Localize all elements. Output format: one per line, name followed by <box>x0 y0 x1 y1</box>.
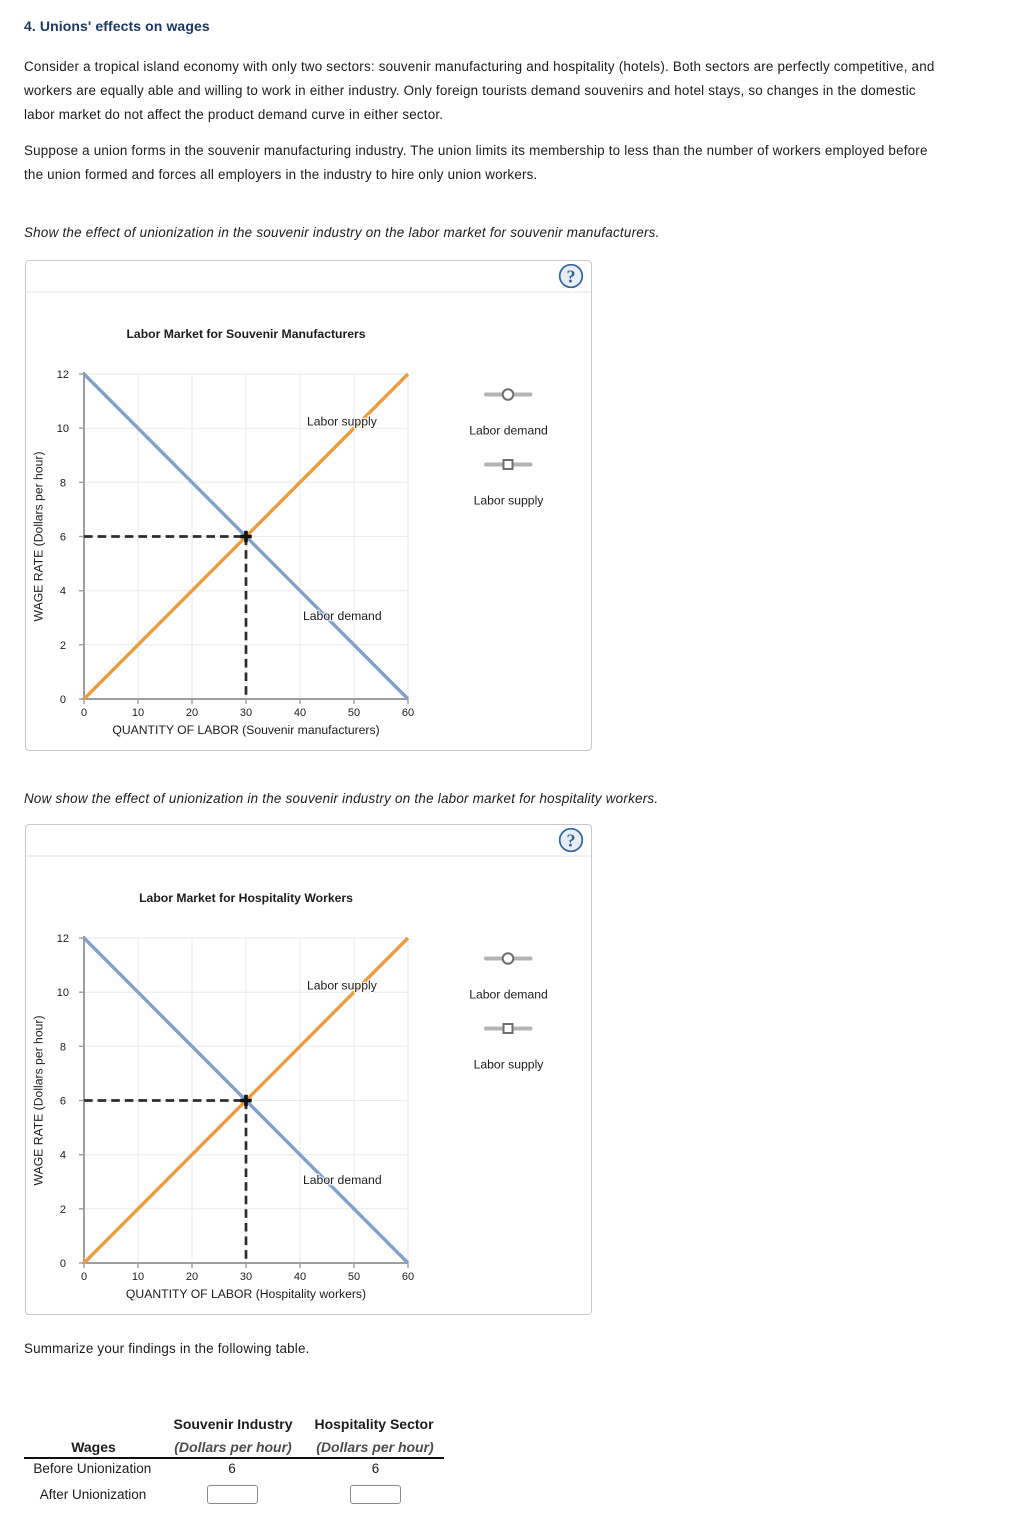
svg-text:?: ? <box>567 831 576 851</box>
svg-text:40: 40 <box>294 707 306 719</box>
svg-text:Labor Market for Souvenir Manu: Labor Market for Souvenir Manufacturers <box>126 327 365 341</box>
svg-text:Labor supply: Labor supply <box>474 494 545 508</box>
svg-text:Labor Market for Hospitality W: Labor Market for Hospitality Workers <box>139 891 353 905</box>
svg-text:12: 12 <box>57 369 69 381</box>
svg-text:0: 0 <box>60 694 66 706</box>
svg-text:12: 12 <box>57 933 69 945</box>
svg-text:6: 6 <box>60 532 66 544</box>
svg-text:4: 4 <box>60 1150 66 1162</box>
svg-text:0: 0 <box>81 707 87 719</box>
svg-text:10: 10 <box>57 423 69 435</box>
svg-text:60: 60 <box>402 707 414 719</box>
svg-text:Labor supply: Labor supply <box>307 414 378 428</box>
svg-text:8: 8 <box>60 477 66 489</box>
svg-text:Labor demand: Labor demand <box>303 609 382 623</box>
svg-text:Labor demand: Labor demand <box>303 1173 382 1187</box>
svg-text:50: 50 <box>348 707 360 719</box>
svg-text:WAGE RATE (Dollars per hour): WAGE RATE (Dollars per hour) <box>32 1016 46 1186</box>
svg-text:Labor supply: Labor supply <box>474 1058 545 1072</box>
svg-text:Labor supply: Labor supply <box>307 978 378 992</box>
svg-text:0: 0 <box>81 1271 87 1283</box>
svg-text:10: 10 <box>132 707 144 719</box>
svg-text:4: 4 <box>60 586 66 598</box>
svg-text:10: 10 <box>132 1271 144 1283</box>
svg-text:20: 20 <box>186 1271 198 1283</box>
svg-text:0: 0 <box>60 1258 66 1270</box>
svg-text:8: 8 <box>60 1041 66 1053</box>
svg-text:QUANTITY OF LABOR (Souvenir ma: QUANTITY OF LABOR (Souvenir manufacturer… <box>112 723 379 737</box>
svg-text:6: 6 <box>60 1096 66 1108</box>
svg-text:30: 30 <box>240 1271 252 1283</box>
svg-text:2: 2 <box>60 1204 66 1216</box>
svg-text:50: 50 <box>348 1271 360 1283</box>
svg-text:10: 10 <box>57 987 69 999</box>
svg-text:30: 30 <box>240 707 252 719</box>
svg-text:WAGE RATE (Dollars per hour): WAGE RATE (Dollars per hour) <box>32 452 46 622</box>
svg-text:Labor demand: Labor demand <box>469 424 548 438</box>
svg-text:20: 20 <box>186 707 198 719</box>
svg-text:60: 60 <box>402 1271 414 1283</box>
svg-text:Labor demand: Labor demand <box>469 988 548 1002</box>
svg-text:2: 2 <box>60 640 66 652</box>
svg-text:QUANTITY OF LABOR (Hospitality: QUANTITY OF LABOR (Hospitality workers) <box>126 1287 366 1301</box>
svg-text:?: ? <box>567 267 576 287</box>
svg-text:40: 40 <box>294 1271 306 1283</box>
